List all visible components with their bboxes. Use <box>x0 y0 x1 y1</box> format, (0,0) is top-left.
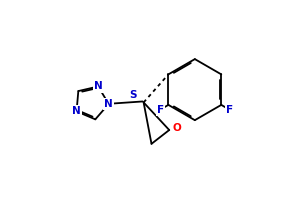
Text: F: F <box>226 105 233 115</box>
Text: N: N <box>104 99 113 109</box>
Text: S: S <box>129 90 137 99</box>
Text: O: O <box>172 124 181 133</box>
Text: F: F <box>157 105 164 115</box>
Text: N: N <box>94 82 102 91</box>
Text: N: N <box>72 106 81 116</box>
